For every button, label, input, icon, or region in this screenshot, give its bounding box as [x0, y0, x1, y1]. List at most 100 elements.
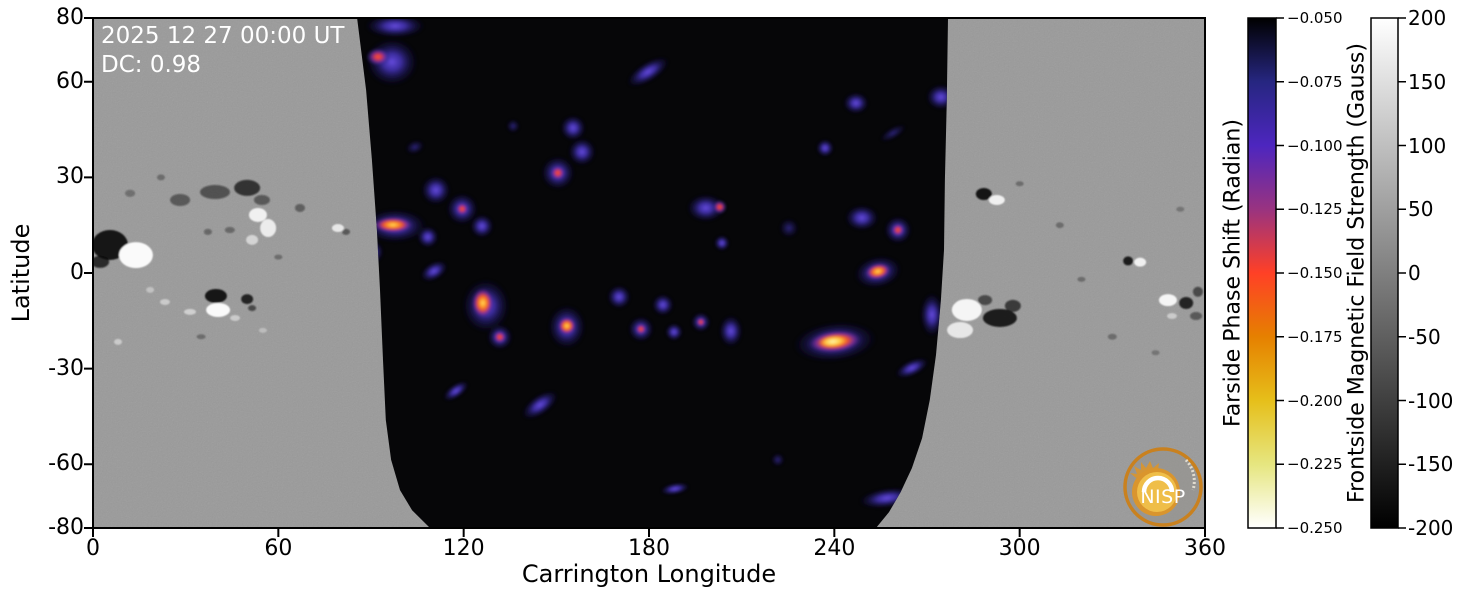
tick-cb1-label: −0.150	[1287, 264, 1343, 282]
y-tick-label: -30	[48, 355, 84, 381]
phase-blob	[816, 139, 835, 158]
phase-blob	[521, 390, 559, 420]
active-region	[1077, 276, 1086, 282]
active-region	[93, 229, 128, 260]
active-region	[1123, 256, 1134, 266]
phase-colorbar-label: Farside Phase Shift (Radian)	[1220, 119, 1246, 427]
active-region	[253, 195, 270, 206]
active-region	[1015, 181, 1024, 187]
active-region	[241, 294, 254, 305]
annotation-box: 2025 12 27 00:00 UT DC: 0.98	[101, 22, 344, 80]
phase-blob	[713, 235, 730, 252]
phase-blob	[712, 200, 727, 215]
phase-blob	[925, 84, 949, 111]
active-region	[234, 179, 261, 196]
active-region	[978, 295, 993, 306]
phase-blob	[842, 92, 869, 115]
phase-blob	[443, 380, 469, 402]
cb1g-bar	[1247, 17, 1277, 529]
active-region	[118, 242, 153, 269]
tick-cb2-label: -200	[1408, 516, 1454, 540]
phase-blob	[865, 263, 891, 280]
tick-cb2-label: 0	[1408, 261, 1421, 285]
active-region	[294, 203, 305, 212]
x-tick-label: 360	[1184, 536, 1226, 561]
cb2g-bar	[1370, 17, 1399, 529]
tick-cb2-label: -150	[1408, 452, 1454, 477]
phase-blob	[879, 123, 907, 143]
nisp-logo	[1123, 447, 1203, 527]
phase-blob	[890, 222, 905, 237]
mag-colorbar-label: Frontside Magnetic Field Strength (Gauss…	[1344, 43, 1370, 503]
active-region	[260, 219, 277, 238]
phase-blob	[560, 114, 587, 141]
phase-blob	[919, 292, 944, 337]
active-region	[248, 207, 267, 222]
active-region	[1055, 222, 1064, 229]
phase-blob	[557, 316, 576, 335]
active-region	[341, 228, 350, 235]
phase-blob	[549, 164, 566, 181]
active-region	[988, 195, 1005, 206]
phase-blob	[634, 323, 647, 336]
active-region	[1192, 286, 1203, 297]
phase-blob	[665, 322, 684, 341]
phase-blob	[607, 284, 632, 309]
nisp-logo-text: NISP	[1140, 486, 1186, 508]
active-region	[1190, 312, 1203, 321]
phase-blob	[506, 119, 521, 134]
tick-cb2-label: -100	[1408, 388, 1454, 413]
phase-blob	[818, 335, 847, 348]
active-region	[1176, 206, 1185, 212]
y-tick-label: -60	[48, 451, 84, 477]
y-tick-label: -80	[48, 515, 84, 540]
phase-blob	[492, 330, 507, 345]
tick-cb1-label: −0.175	[1287, 327, 1343, 346]
active-region	[170, 194, 191, 207]
y-tick-label: 60	[56, 68, 84, 94]
active-region	[331, 224, 344, 233]
x-tick-label: 180	[628, 536, 670, 561]
phase-blob	[718, 315, 743, 348]
active-region	[258, 327, 267, 333]
phase-blob	[844, 204, 879, 231]
active-region	[183, 308, 196, 315]
phase-blob	[770, 452, 785, 467]
active-region	[114, 338, 123, 345]
phase-blob	[627, 56, 670, 88]
phase-blob	[469, 214, 494, 239]
active-regions	[93, 174, 1203, 356]
phase-blob	[660, 482, 690, 496]
active-region	[156, 174, 165, 181]
active-region	[274, 254, 283, 260]
active-region	[1107, 333, 1117, 340]
x-tick-label: 0	[86, 536, 100, 561]
phase-blob	[651, 293, 674, 316]
active-region	[1179, 296, 1194, 309]
tick-cb1-label: −0.250	[1287, 519, 1343, 537]
tick-cb2-label: 150	[1408, 69, 1447, 94]
y-tick-label: 0	[70, 260, 84, 285]
y-tick-label: 30	[56, 164, 84, 190]
active-region	[146, 286, 155, 293]
active-region	[1151, 350, 1160, 356]
x-axis-label: Carrington Longitude	[521, 560, 777, 588]
phase-blob	[567, 137, 596, 166]
phase-blob	[471, 287, 494, 318]
x-tick-label: 120	[442, 536, 485, 561]
tick-cb1-label: −0.200	[1287, 391, 1343, 410]
phase-blob	[365, 18, 426, 38]
active-region	[224, 226, 235, 233]
phase-blob	[405, 139, 425, 155]
active-region	[951, 298, 982, 321]
x-tick-label: 60	[264, 536, 293, 561]
active-region	[1166, 313, 1177, 320]
active-region	[125, 189, 136, 197]
tick-cb2-label: 50	[1408, 197, 1434, 222]
x-tick-label: 240	[813, 536, 856, 561]
active-region	[1004, 299, 1021, 312]
tick-cb1-label: −0.125	[1287, 200, 1343, 219]
phase-blob	[695, 317, 706, 328]
